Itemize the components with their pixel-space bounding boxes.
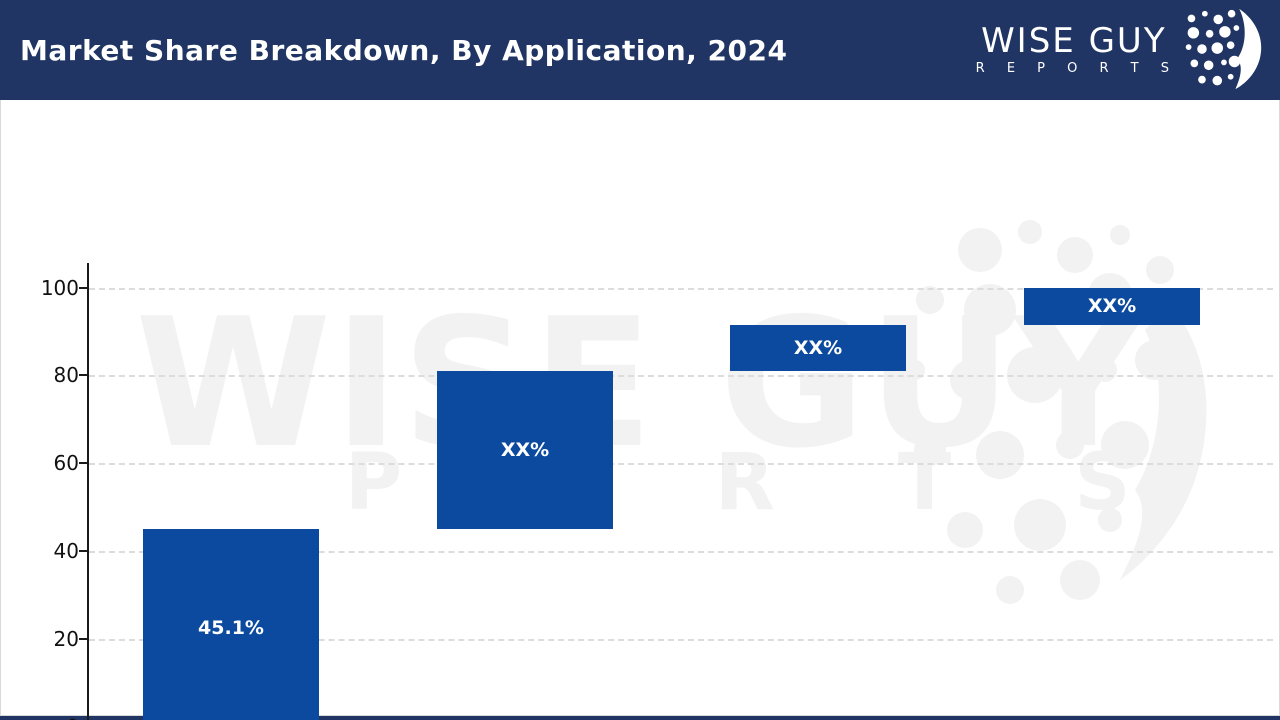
y-tick-mark-100 [79,286,87,289]
y-tick-mark-20 [79,638,87,641]
y-tick-label-100: 100 [40,275,79,300]
bar-value-label: XX% [793,336,843,359]
bar-segment: XX% [437,370,613,529]
y-tick-label-0: 0 [19,715,79,720]
logo-wise-guy-text: WISE GUY [981,21,1167,61]
y-tick-label-60: 60 [53,451,79,476]
gridline-60 [89,463,1273,466]
brand-logo: WISE GUY R E P O R T S [970,7,1266,93]
logo-wordmark: WISE GUY R E P O R T S [970,24,1178,76]
y-tick-label-40: 40 [53,539,79,564]
chart-area: 02040608010045.1%Passenger VehiclesXX%Co… [0,100,1280,720]
logo-face-icon [1185,8,1262,90]
y-tick-mark-60 [79,462,87,465]
logo-reports-text: R E P O R T S [975,61,1178,76]
plot-area: 02040608010045.1%Passenger VehiclesXX%Co… [41,263,1273,720]
y-axis-line [87,263,89,720]
bar-value-label: XX% [1087,295,1137,318]
bar-segment: XX% [730,324,906,371]
y-tick-mark-40 [79,550,87,553]
footer-divider [0,715,1280,716]
bar-value-label: XX% [500,438,550,461]
y-tick-mark-80 [79,374,87,377]
bar-segment: 45.1% [143,528,319,720]
y-tick-label-80: 80 [53,363,79,388]
bar-value-label: 45.1% [198,616,264,639]
footer-accent-bar [0,716,1280,720]
gridline-100 [89,287,1273,290]
gridline-80 [89,375,1273,378]
gridline-40 [89,551,1273,554]
y-tick-label-20: 20 [53,627,79,652]
bar-segment: XX% [1024,287,1200,325]
gridline-20 [89,639,1273,642]
header: Market Share Breakdown, By Application, … [0,0,1280,100]
page-title: Market Share Breakdown, By Application, … [20,33,788,67]
